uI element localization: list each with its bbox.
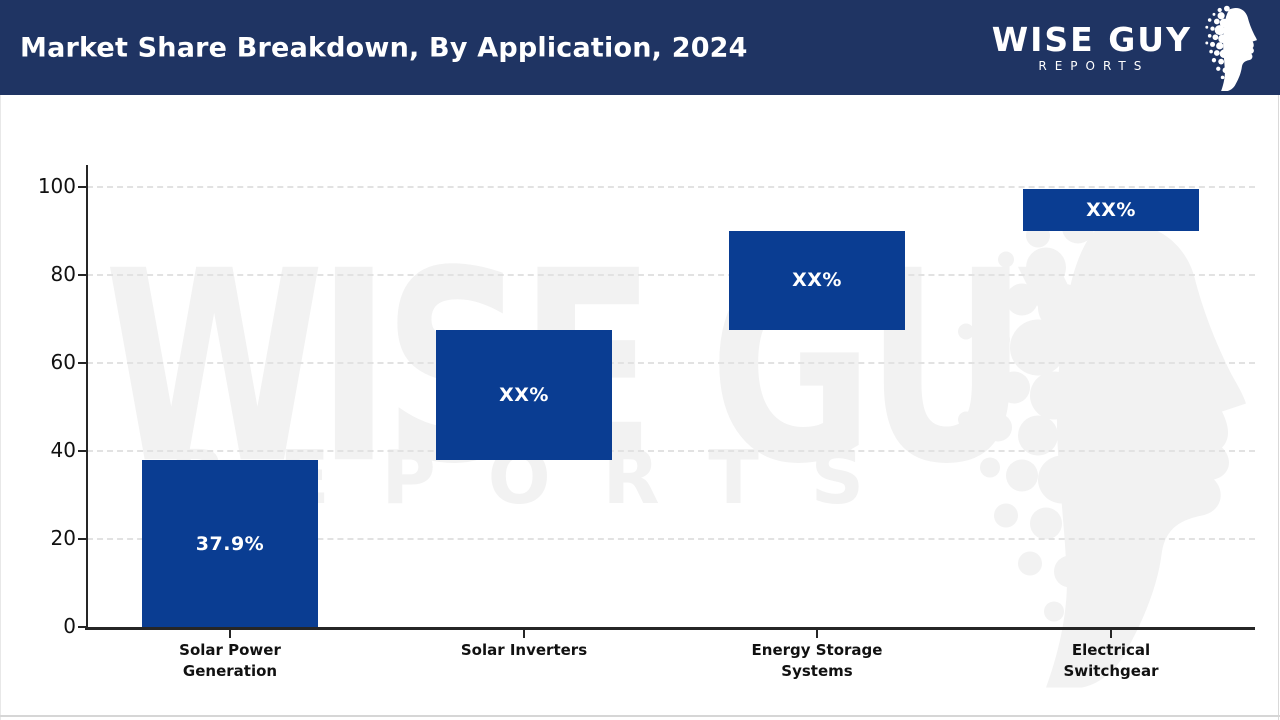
x-tick [1110,630,1112,638]
gridline-60 [87,362,1255,364]
gridline-100 [87,186,1255,188]
y-tick-label-20: 20 [50,526,76,550]
y-tick-0 [78,626,87,628]
x-category-line: Switchgear [1063,661,1159,680]
y-tick-label-100: 100 [37,174,76,198]
gridline-40 [87,450,1255,452]
x-category-line: Solar Power [179,641,281,659]
logo-text: WISE GUY REPORTS [992,23,1192,73]
y-tick-60 [78,362,87,364]
bar-value-label: XX% [792,269,842,292]
x-category-line: Generation [182,661,278,680]
y-tick-100 [78,186,87,188]
x-category-label: Solar Inverters [409,640,639,661]
x-category-label: Energy Storage Systems [702,640,932,681]
header-bar: Market Share Breakdown, By Application, … [0,0,1280,95]
logo-wordmark: WISE GUY [991,20,1192,60]
right-edge-line [1278,95,1279,720]
y-tick-label-60: 60 [50,350,76,374]
x-tick [229,630,231,638]
bar-value-label: XX% [499,383,549,406]
x-tick [523,630,525,638]
wiseguy-logo: WISE GUY REPORTS [992,4,1270,92]
bottom-edge-line [0,715,1280,717]
x-category-line: Systems [781,661,853,680]
x-category-label: Electrical Switchgear [996,640,1226,681]
gridline-80 [87,274,1255,276]
chart-title: Market Share Breakdown, By Application, … [20,32,748,63]
y-tick-20 [78,538,87,540]
bar-segment: XX% [729,231,905,330]
bar-segment: XX% [1023,189,1199,231]
y-tick-80 [78,274,87,276]
x-category-line: Energy Storage [751,641,883,659]
bar-segment: XX% [436,329,612,461]
bar-value-label: XX% [1086,199,1136,222]
wiseguy-face-icon [1205,5,1257,91]
bar-segment: 37.9% [142,460,318,627]
x-axis-line [85,627,1255,630]
y-axis-line [86,165,88,630]
left-edge-line [0,95,1,720]
logo-subtitle: REPORTS [1038,58,1150,73]
x-category-line: Solar Inverters [460,641,588,659]
y-tick-label-80: 80 [50,262,76,286]
y-tick-40 [78,450,87,452]
x-category-label: Solar Power Generation [115,640,345,681]
x-category-line: Electrical [1071,641,1151,659]
y-tick-label-0: 0 [63,614,76,638]
y-tick-label-40: 40 [50,438,76,462]
gridline-20 [87,538,1255,540]
bar-value-label: 37.9% [195,532,265,555]
x-tick [816,630,818,638]
